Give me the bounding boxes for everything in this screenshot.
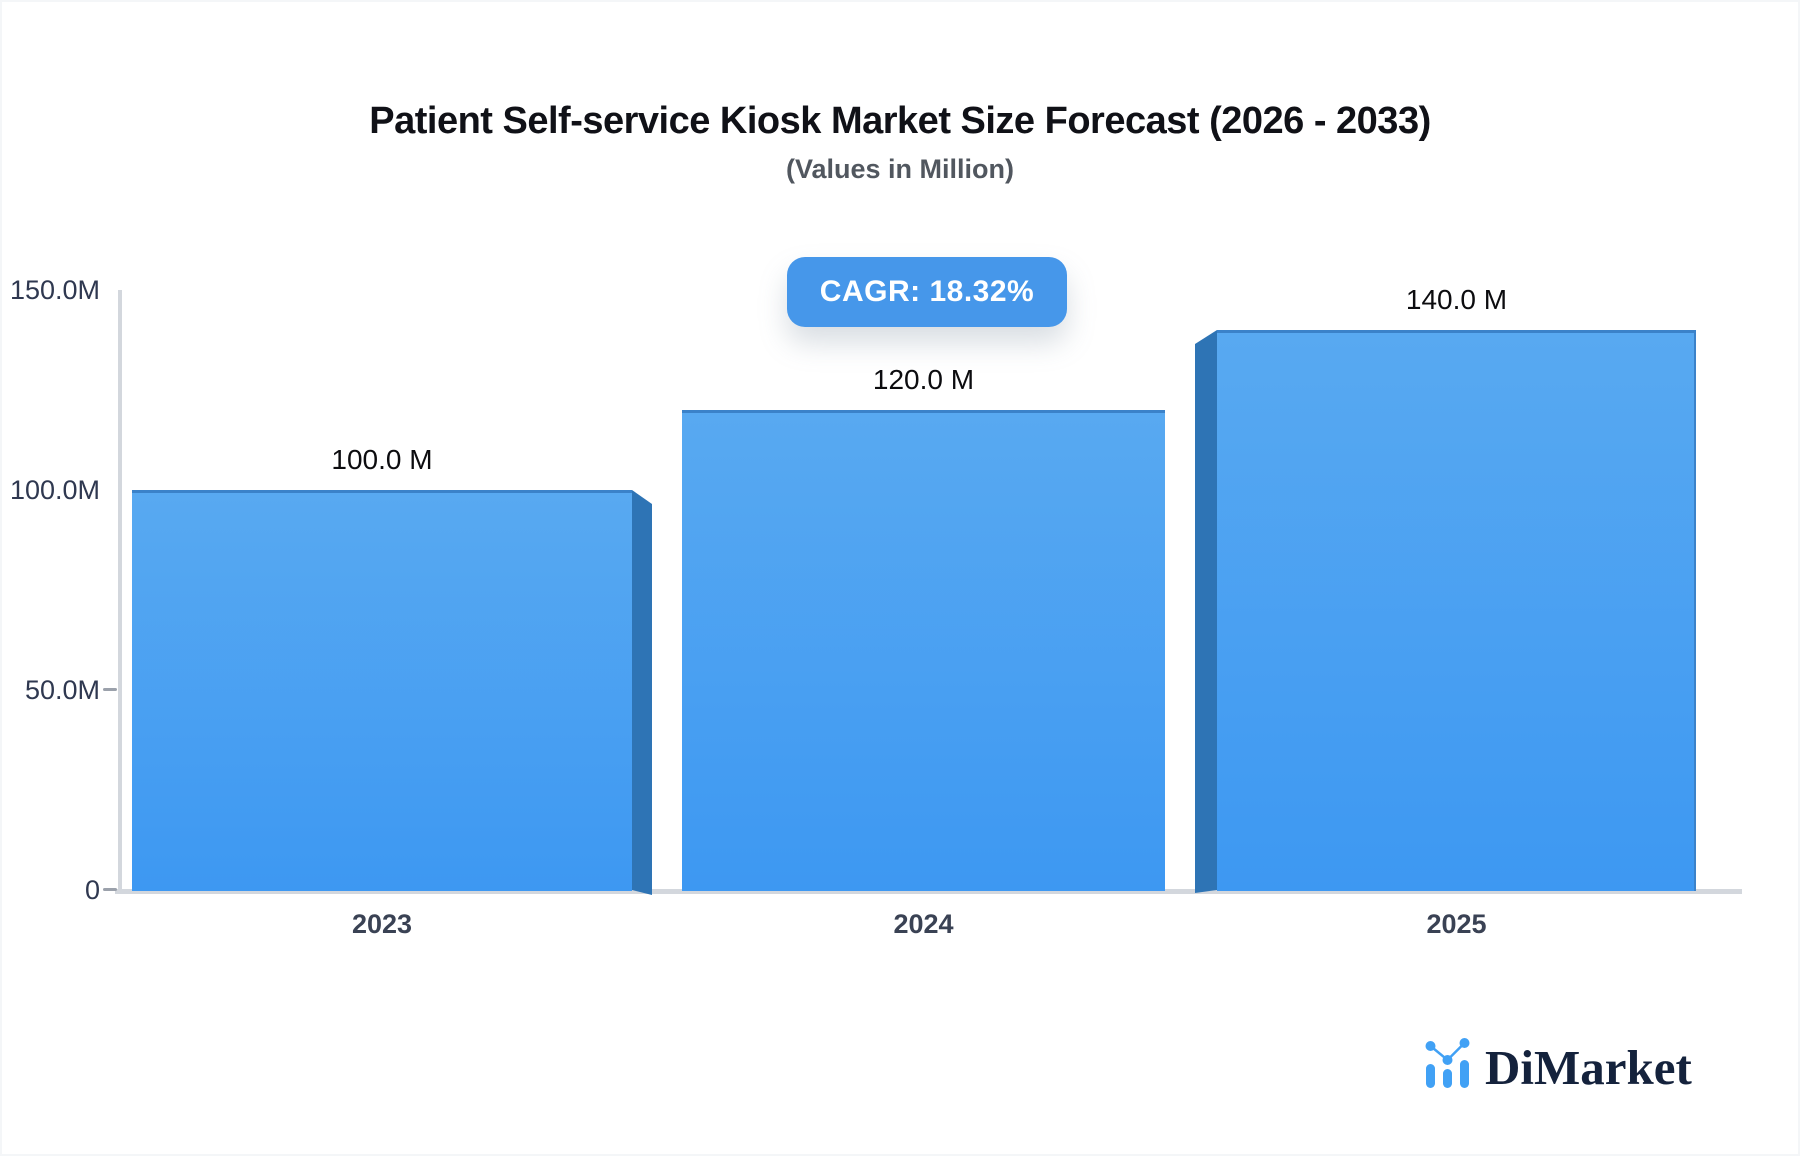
y-tick-label: 0 bbox=[84, 875, 100, 905]
x-tick-label: 2024 bbox=[893, 909, 954, 939]
bar bbox=[132, 490, 632, 891]
y-tick-dash bbox=[103, 688, 117, 691]
bar-value-label: 140.0 M bbox=[1405, 284, 1508, 315]
cagr-badge-label: CAGR: 18.32% bbox=[819, 275, 1035, 308]
bar bbox=[682, 410, 1165, 891]
bar-value-label: 120.0 M bbox=[872, 364, 975, 395]
dimarket-bar-chart-icon bbox=[1425, 1038, 1470, 1088]
y-tick-label: 150.0M bbox=[9, 275, 100, 305]
bar-side-face bbox=[1195, 330, 1217, 893]
y-tick-label: 50.0M bbox=[24, 675, 100, 705]
dimarket-logo: DiMarket bbox=[1424, 1038, 1692, 1095]
dimarket-logo-text: DiMarket bbox=[1485, 1039, 1692, 1095]
y-tick-label: 100.0M bbox=[9, 475, 100, 505]
x-tick-label: 2025 bbox=[1426, 909, 1487, 939]
y-tick-dash bbox=[103, 888, 117, 891]
cagr-badge: CAGR: 18.32% bbox=[787, 257, 1067, 327]
x-axis-line bbox=[115, 889, 1742, 894]
bar-value-label: 100.0 M bbox=[331, 444, 433, 475]
chart-subtitle: (Values in Million) bbox=[785, 154, 1015, 184]
bar-side-face bbox=[632, 490, 652, 895]
bar bbox=[1217, 330, 1696, 891]
y-axis-line bbox=[118, 290, 122, 892]
x-tick-label: 2023 bbox=[351, 909, 413, 939]
chart-title: Patient Self-service Kiosk Market Size F… bbox=[369, 100, 1431, 142]
